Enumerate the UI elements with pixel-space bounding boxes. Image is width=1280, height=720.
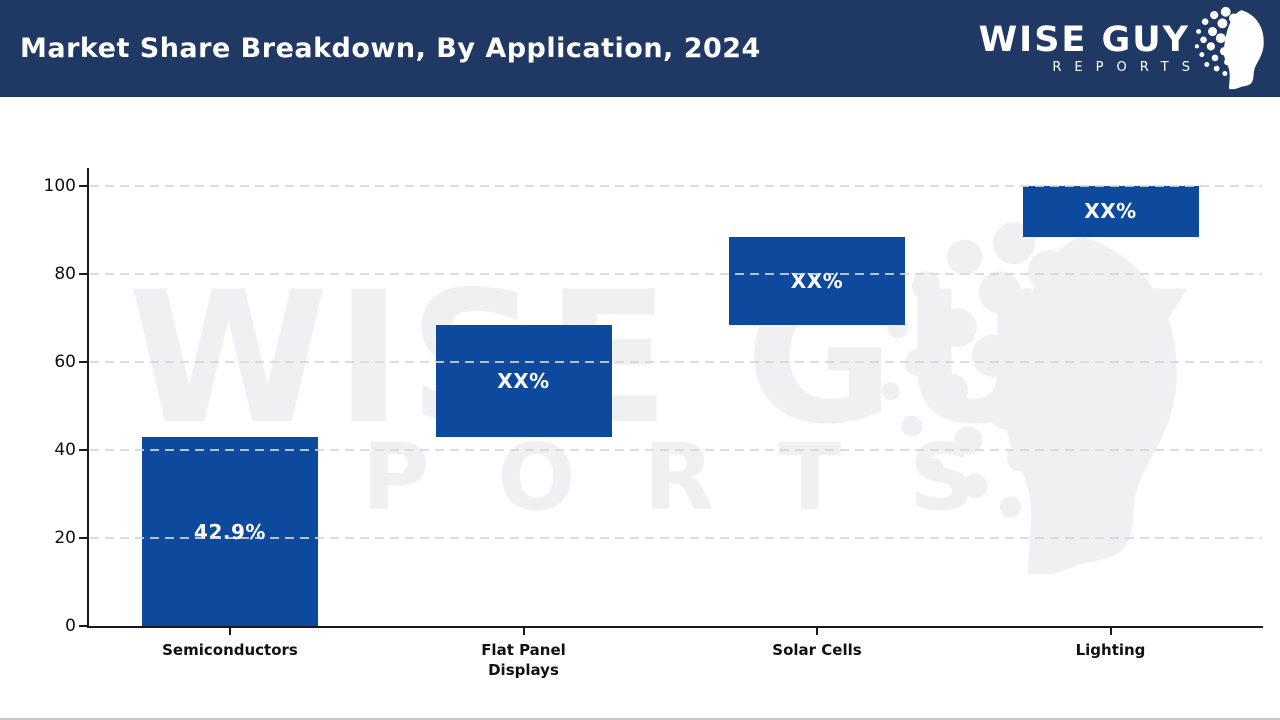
bar-value-label: XX% <box>1084 199 1137 224</box>
y-tick-label-100: 100 <box>43 176 76 196</box>
logo-text-line2: REPORTS <box>1052 60 1203 75</box>
x-tick-mark-lighting <box>1109 628 1112 635</box>
y-tick-mark-0 <box>79 625 87 627</box>
x-tick-mark-semiconductors <box>229 628 231 635</box>
bar-solar-cells: XX% <box>729 236 905 326</box>
bar-flat-panel-displays: XX% <box>435 325 612 438</box>
y-tick-label-80: 80 <box>54 264 76 284</box>
logo-wordmark: WISE GUY REPORTS <box>979 20 1190 76</box>
y-tick-label-20: 20 <box>54 528 76 548</box>
gridline-80 <box>90 273 1262 275</box>
y-tick-mark-60 <box>79 361 87 363</box>
y-tick-mark-20 <box>79 537 87 539</box>
bar-value-label: XX% <box>497 369 550 394</box>
y-axis <box>87 168 89 628</box>
bar-semiconductors: 42.9% <box>142 437 318 626</box>
watermark-text-line1: WISE GUY <box>128 252 1193 464</box>
y-tick-label-40: 40 <box>54 440 76 460</box>
y-tick-label-60: 60 <box>54 352 76 372</box>
header-bar: Market Share Breakdown, By Application, … <box>0 0 1280 97</box>
y-tick-mark-80 <box>79 273 87 275</box>
category-label-line: Flat Panel <box>481 641 566 659</box>
x-tick-mark-solar-cells <box>816 628 818 635</box>
x-axis <box>87 626 1263 628</box>
logo-face-icon <box>1194 6 1264 90</box>
category-label-line: Displays <box>488 661 559 679</box>
footer-divider <box>0 718 1280 720</box>
category-label-solar-cells: Solar Cells <box>707 640 927 660</box>
category-label-semiconductors: Semiconductors <box>120 640 340 660</box>
logo-text-line1: WISE GUY <box>978 20 1190 60</box>
category-label-lighting: Lighting <box>1001 640 1221 660</box>
gridline-60 <box>90 361 1262 363</box>
watermark-text-line2: PORTS <box>362 424 1044 531</box>
bar-value-label: 42.9% <box>194 519 266 544</box>
category-label-flat-panel-displays: Flat Panel Displays <box>414 640 634 680</box>
bar-lighting: XX% <box>1022 186 1199 237</box>
y-tick-mark-100 <box>79 185 87 187</box>
category-label-line: Lighting <box>1075 641 1146 659</box>
gridline-100 <box>90 185 1262 187</box>
category-label-line: Semiconductors <box>162 641 298 659</box>
gridline-40 <box>90 449 1262 451</box>
y-tick-mark-40 <box>79 449 87 451</box>
x-tick-mark-flat-panel-displays <box>522 628 525 635</box>
wiseguy-logo: WISE GUY REPORTS <box>979 6 1266 90</box>
page-title: Market Share Breakdown, By Application, … <box>20 33 761 64</box>
category-label-line: Solar Cells <box>772 641 862 659</box>
y-tick-label-0: 0 <box>65 616 76 636</box>
gridline-20 <box>90 537 1262 539</box>
